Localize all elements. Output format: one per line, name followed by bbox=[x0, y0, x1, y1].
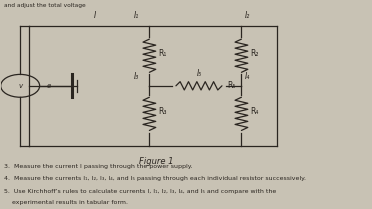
Text: and adjust the total voltage: and adjust the total voltage bbox=[4, 3, 86, 8]
Text: v: v bbox=[18, 83, 22, 89]
Text: I: I bbox=[93, 11, 96, 20]
Text: e: e bbox=[47, 83, 51, 89]
Text: R₁: R₁ bbox=[158, 49, 166, 58]
Text: R₃: R₃ bbox=[158, 107, 166, 116]
Text: I₃: I₃ bbox=[134, 72, 139, 81]
Text: I₁: I₁ bbox=[134, 11, 139, 20]
Text: experimental results in tabular form.: experimental results in tabular form. bbox=[4, 200, 128, 205]
Text: I₂: I₂ bbox=[245, 11, 250, 20]
Text: 5.  Use Kirchhoff’s rules to calculate currents I, I₁, I₂, I₃, I₄, and I₅ and co: 5. Use Kirchhoff’s rules to calculate cu… bbox=[4, 189, 276, 194]
Text: R₅: R₅ bbox=[227, 81, 236, 90]
Text: I₅: I₅ bbox=[196, 69, 202, 78]
Text: Figure 1: Figure 1 bbox=[139, 157, 174, 166]
Text: R₂: R₂ bbox=[250, 49, 259, 58]
Text: 4.  Measure the currents I₁, I₂, I₃, I₄, and I₅ passing through each individual : 4. Measure the currents I₁, I₂, I₃, I₄, … bbox=[4, 176, 306, 181]
Text: R₄: R₄ bbox=[250, 107, 258, 116]
Text: I₄: I₄ bbox=[245, 72, 250, 81]
Text: 3.  Measure the current I passing through the power supply.: 3. Measure the current I passing through… bbox=[4, 164, 193, 169]
